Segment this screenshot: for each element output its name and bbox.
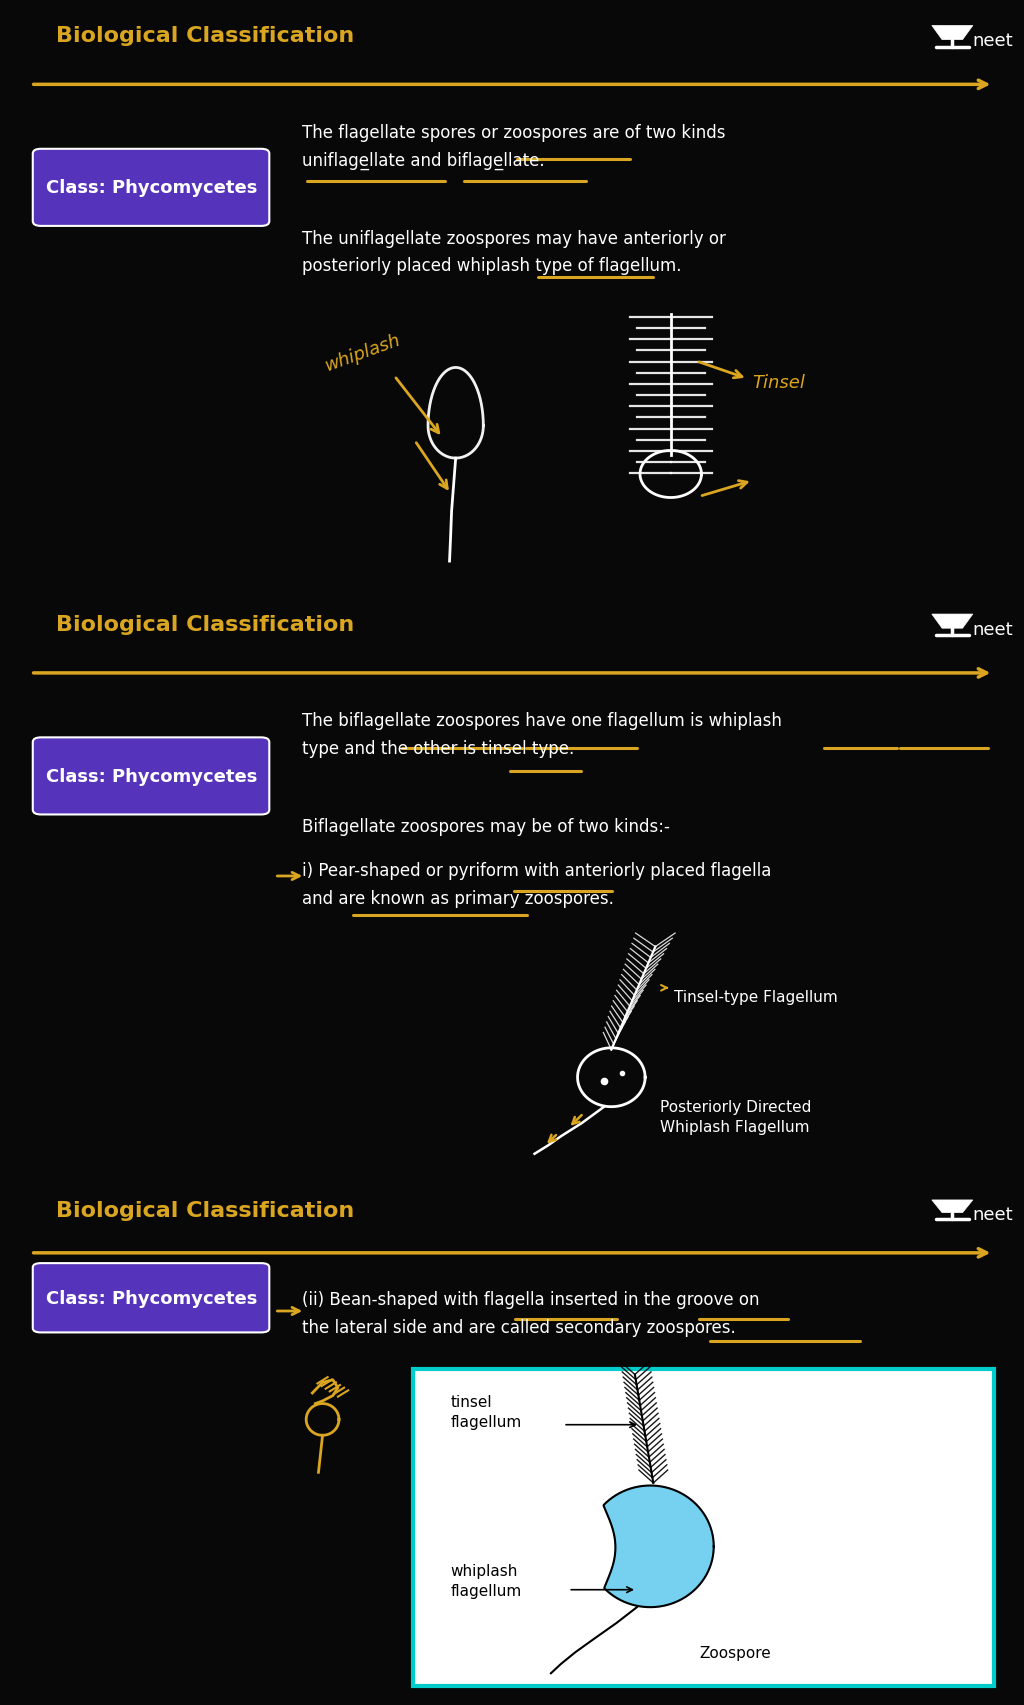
Text: neet: neet — [973, 1205, 1014, 1224]
Polygon shape — [603, 1485, 714, 1608]
FancyBboxPatch shape — [413, 1369, 994, 1686]
Text: neet: neet — [973, 32, 1014, 51]
Text: i) Pear-shaped or pyriform with anteriorly placed flagella
and are known as prim: i) Pear-shaped or pyriform with anterior… — [302, 861, 771, 907]
Text: Biflagellate zoospores may be of two kinds:-: Biflagellate zoospores may be of two kin… — [302, 818, 670, 835]
Text: whiplash: whiplash — [323, 331, 403, 375]
Text: Tinsel-type Flagellum: Tinsel-type Flagellum — [674, 989, 838, 1004]
Text: Posteriorly Directed
Whiplash Flagellum: Posteriorly Directed Whiplash Flagellum — [660, 1100, 812, 1134]
FancyBboxPatch shape — [33, 1263, 269, 1333]
Polygon shape — [932, 616, 973, 629]
Text: The flagellate spores or zoospores are of two kinds
uniflage̲llate and biflage̲l: The flagellate spores or zoospores are o… — [302, 123, 726, 169]
Text: neet: neet — [973, 621, 1014, 639]
FancyBboxPatch shape — [33, 150, 269, 227]
Text: Zoospore: Zoospore — [699, 1645, 771, 1659]
Polygon shape — [932, 27, 973, 41]
Text: The uniflagellate zoospores may have anteriorly or
posteriorly placed whiplash t: The uniflagellate zoospores may have ant… — [302, 230, 726, 275]
Text: Biological Classification: Biological Classification — [56, 616, 354, 634]
Text: Biological Classification: Biological Classification — [56, 1200, 354, 1221]
Text: (ii) Bean-shaped with flagella inserted in the groove on
the lateral side and ar: (ii) Bean-shaped with flagella inserted … — [302, 1291, 760, 1335]
Text: Class: Phycomycetes: Class: Phycomycetes — [46, 1289, 257, 1308]
Text: Tinsel: Tinsel — [753, 373, 806, 392]
Text: Class: Phycomycetes: Class: Phycomycetes — [46, 767, 257, 786]
Text: tinsel
flagellum: tinsel flagellum — [451, 1395, 522, 1429]
Polygon shape — [932, 1200, 973, 1212]
FancyBboxPatch shape — [33, 738, 269, 815]
Text: Class: Phycomycetes: Class: Phycomycetes — [46, 179, 257, 198]
Text: whiplash
flagellum: whiplash flagellum — [451, 1563, 522, 1598]
Text: Biological Classification: Biological Classification — [56, 27, 354, 46]
Text: The biflagellate zoospores have one flagellum is whiplash
type and the other is : The biflagellate zoospores have one flag… — [302, 711, 782, 757]
